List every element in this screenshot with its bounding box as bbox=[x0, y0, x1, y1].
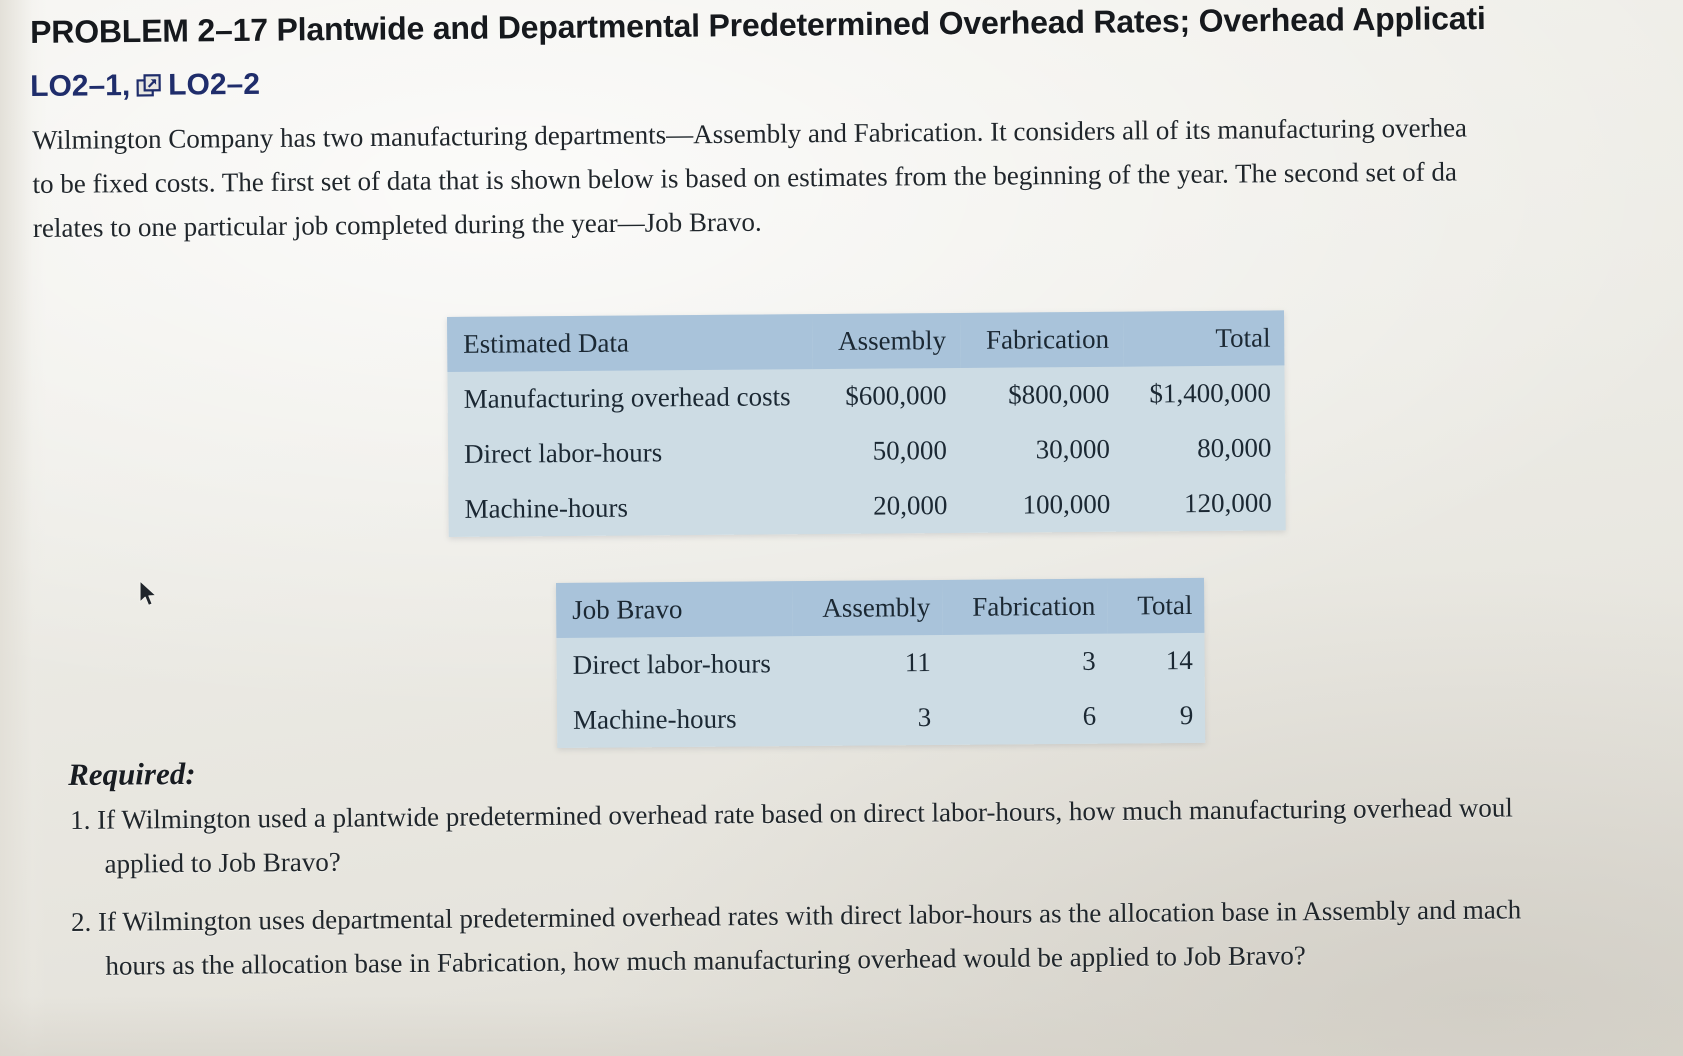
row-label-machine-hours: Machine-hours bbox=[464, 492, 629, 524]
cell-assembly-machine-hours: 20,000 bbox=[873, 490, 948, 521]
cell-assembly-direct-labor-hours: 50,000 bbox=[872, 435, 948, 466]
column-header-assembly: Assembly bbox=[822, 592, 931, 623]
required-items: 1. If Wilmington used a plantwide predet… bbox=[70, 783, 1683, 1002]
row-label-direct-labor-hours: Direct labor-hours bbox=[572, 648, 771, 680]
column-header-fabrication: Fabrication bbox=[985, 323, 1110, 355]
cell-fabrication-machine-hours: 6 bbox=[1082, 700, 1097, 731]
row-label-manufacturing-overhead-costs: Manufacturing overhead costs bbox=[463, 381, 791, 414]
cell-total-manufacturing-overhead-costs: $1,400,000 bbox=[1149, 377, 1272, 409]
problem-description: Wilmington Company has two manufacturing… bbox=[32, 103, 1683, 250]
cell-total-direct-labor-hours: 14 bbox=[1165, 645, 1193, 676]
column-header-fabrication: Fabrication bbox=[972, 590, 1096, 622]
cell-total-machine-hours: 120,000 bbox=[1183, 487, 1272, 519]
cell-fabrication-manufacturing-overhead-costs: $800,000 bbox=[1008, 378, 1110, 410]
column-header-estimated-data: Estimated Data bbox=[463, 327, 630, 359]
table-header-row: Estimated Data Assembly Fabrication Tota… bbox=[447, 310, 1285, 372]
required-heading: Required: bbox=[68, 755, 196, 792]
learning-objective-2: LO2–2 bbox=[168, 67, 261, 102]
job-bravo-table-wrapper: Job Bravo Assembly Fabrication Total Dir… bbox=[556, 577, 1206, 748]
row-label-direct-labor-hours: Direct labor-hours bbox=[463, 437, 663, 469]
cell-fabrication-machine-hours: 100,000 bbox=[1022, 488, 1111, 520]
table-row: Manufacturing overhead costs $600,000 $8… bbox=[447, 365, 1285, 427]
learning-objective-1: LO2–1, bbox=[30, 69, 131, 103]
cell-assembly-direct-labor-hours: 11 bbox=[904, 647, 931, 678]
table-row: Machine-hours 20,000 100,000 120,000 bbox=[448, 475, 1286, 537]
column-header-total: Total bbox=[1137, 590, 1193, 621]
cell-assembly-manufacturing-overhead-costs: $600,000 bbox=[845, 380, 947, 411]
cell-total-machine-hours: 9 bbox=[1179, 699, 1194, 731]
table-row: Direct labor-hours 11 3 14 bbox=[556, 633, 1205, 693]
learning-objectives: LO2–1, LO2–2 bbox=[30, 68, 260, 104]
row-label-machine-hours: Machine-hours bbox=[572, 703, 737, 735]
cell-fabrication-direct-labor-hours: 3 bbox=[1082, 645, 1096, 676]
table-row: Machine-hours 3 6 9 bbox=[557, 688, 1206, 748]
estimated-data-table: Estimated Data Assembly Fabrication Tota… bbox=[447, 310, 1287, 537]
column-header-assembly: Assembly bbox=[837, 325, 947, 356]
cell-fabrication-direct-labor-hours: 30,000 bbox=[1035, 433, 1111, 465]
required-item-2: 2. If Wilmington uses departmental prede… bbox=[71, 885, 1683, 988]
cell-total-direct-labor-hours: 80,000 bbox=[1197, 432, 1272, 464]
cell-assembly-machine-hours: 3 bbox=[917, 702, 932, 733]
table-header-row: Job Bravo Assembly Fabrication Total bbox=[556, 577, 1205, 638]
external-link-icon[interactable] bbox=[136, 74, 162, 100]
column-header-job-bravo: Job Bravo bbox=[572, 594, 683, 625]
table-row: Direct labor-hours 50,000 30,000 80,000 bbox=[448, 420, 1286, 482]
required-item-1: 1. If Wilmington used a plantwide predet… bbox=[70, 783, 1683, 886]
estimated-data-table-wrapper: Estimated Data Assembly Fabrication Tota… bbox=[447, 310, 1287, 537]
column-header-total: Total bbox=[1215, 322, 1271, 353]
job-bravo-table: Job Bravo Assembly Fabrication Total Dir… bbox=[556, 577, 1206, 748]
mouse-pointer-icon bbox=[139, 580, 161, 610]
